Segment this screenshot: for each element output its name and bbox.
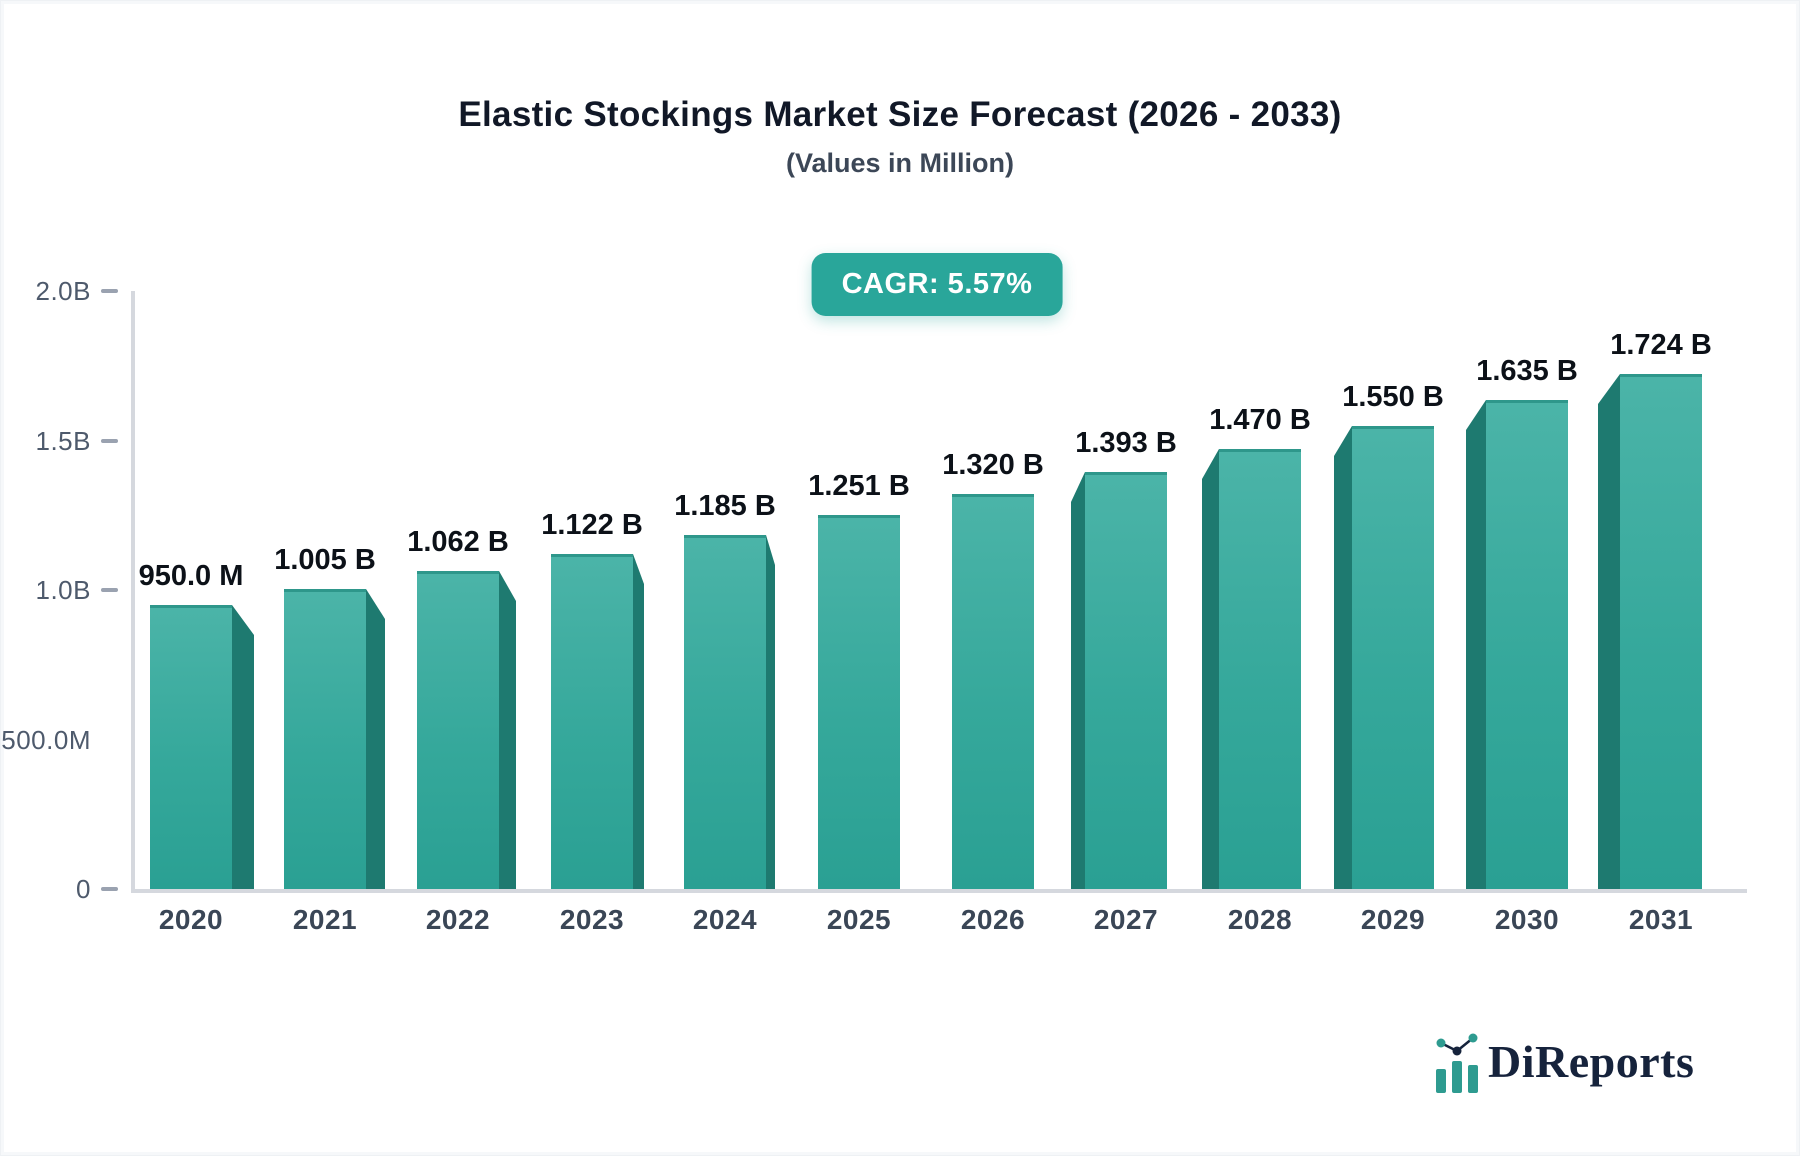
bar-2024 [684,535,766,889]
bar-2025 [818,515,900,889]
bar-3d-side-2029 [1334,426,1352,889]
bar-3d-side-2020 [232,605,254,889]
bar-2029 [1352,426,1434,889]
bar-value-label: 1.251 B [808,470,910,502]
y-axis-tick-label: 500.0M [1,724,91,755]
bar-2020 [150,605,232,889]
bar-value-label: 1.122 B [541,509,643,541]
bar-2030 [1486,400,1568,889]
x-axis-label-2026: 2026 [960,904,1026,935]
x-axis-baseline [131,889,1747,893]
bar-3d-side-2024 [766,535,775,889]
bar-value-label: 1.393 B [1075,427,1177,459]
y-axis-tick-label: 0 [76,874,91,904]
bar-2031 [1620,374,1702,889]
y-axis-tick-mark [101,588,118,592]
y-axis-tick-mark [101,438,118,443]
bar-2021 [284,589,366,889]
bar-2026 [952,494,1034,889]
bar-value-label: 1.635 B [1476,355,1578,387]
bar-2023 [551,554,633,889]
bar-value-label: 1.320 B [942,449,1044,481]
y-axis-line [131,291,135,893]
bar-3d-side-2022 [499,571,516,889]
bar-value-label: 1.724 B [1610,329,1712,361]
direports-logo-icon [1436,1033,1478,1093]
bar-value-label: 1.062 B [407,526,509,558]
x-axis-label-2023: 2023 [559,904,625,935]
bar-3d-side-2021 [366,589,385,889]
bar-3d-side-2030 [1466,400,1486,889]
x-axis-label-2025: 2025 [826,904,892,935]
bar-3d-side-2027 [1071,472,1085,889]
x-axis-label-2030: 2030 [1494,904,1560,935]
bar-2027 [1085,472,1167,889]
bar-3d-side-2031 [1598,374,1620,889]
y-axis-tick-label: 1.5B [35,425,91,456]
bar-3d-side-2028 [1202,449,1219,889]
cagr-badge: CAGR: 5.57% [811,253,1063,316]
bar-value-label: 950.0 M [138,560,244,592]
bar-value-label: 1.470 B [1209,404,1311,436]
x-axis-label-2024: 2024 [692,904,758,935]
x-axis-label-2020: 2020 [158,904,224,935]
chart-title: Elastic Stockings Market Size Forecast (… [458,95,1342,134]
x-axis-label-2027: 2027 [1093,904,1159,935]
x-axis-label-2029: 2029 [1360,904,1426,935]
x-axis-label-2028: 2028 [1227,904,1293,935]
x-axis-label-2022: 2022 [425,904,491,935]
x-axis-label-2031: 2031 [1628,904,1694,935]
direports-logo: DiReports [1434,1019,1754,1111]
x-axis-label-2021: 2021 [292,904,358,935]
bar-2022 [417,571,499,889]
y-axis-tick-label: 2.0B [35,276,91,306]
bar-value-label: 1.550 B [1342,381,1444,413]
y-axis-tick-mark [101,289,118,293]
chart-subtitle: (Values in Million) [785,148,1015,178]
y-axis-tick-mark [101,887,118,891]
direports-logo-text: DiReports [1488,1036,1695,1087]
y-axis-tick-label: 1.0B [35,575,91,605]
bar-value-label: 1.005 B [274,544,376,576]
bar-3d-side-2023 [633,554,644,889]
bar-value-label: 1.185 B [674,490,776,522]
bar-2028 [1219,449,1301,889]
